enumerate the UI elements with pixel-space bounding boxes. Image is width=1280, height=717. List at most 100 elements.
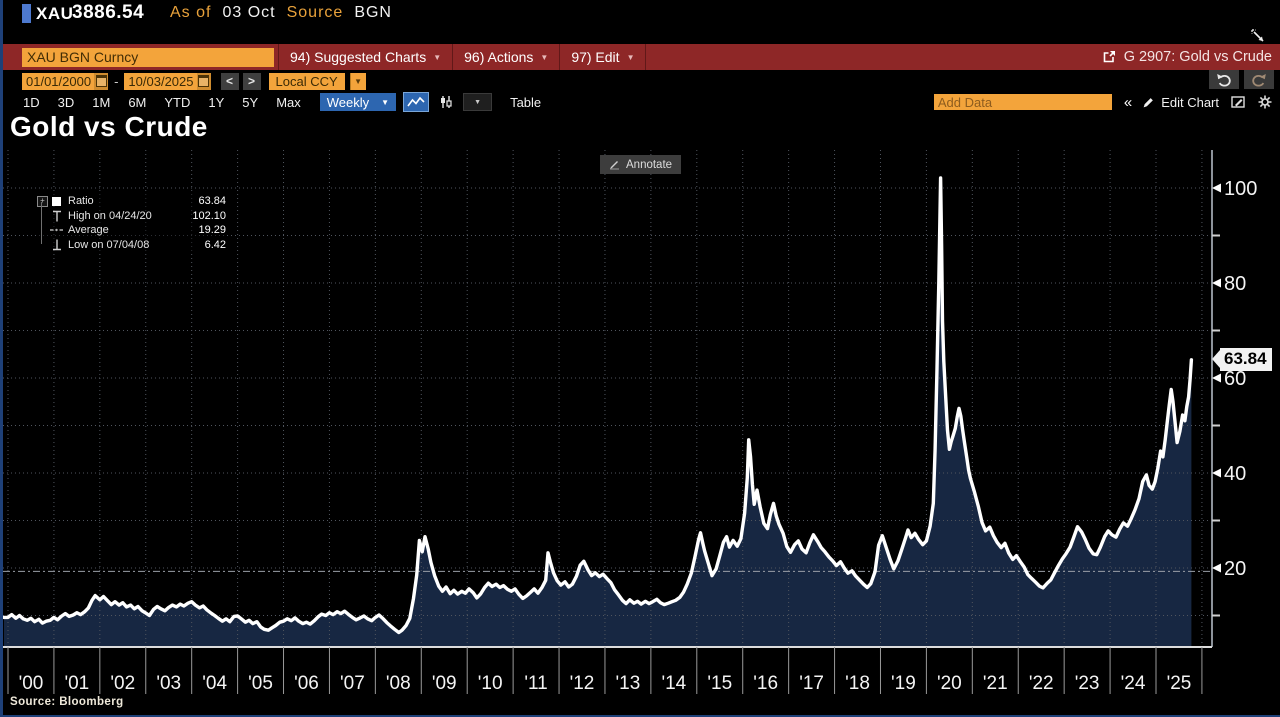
command-bar: 94) Suggested Charts▼96) Actions▼97) Edi… [0, 44, 1280, 70]
svg-text:'08: '08 [386, 673, 411, 694]
chart-title: Gold vs Crude [10, 111, 208, 142]
source-value: BGN [354, 4, 392, 21]
end-date-calendar-button[interactable] [196, 72, 211, 90]
svg-text:20: 20 [1224, 558, 1246, 580]
svg-text:'11: '11 [524, 673, 547, 694]
command-menus: 94) Suggested Charts ▼ 96) Actions ▼ 97) Edi… [278, 44, 647, 70]
menu-label: 97) Edit [571, 49, 620, 65]
annotate-button[interactable]: Annotate [600, 155, 682, 174]
redo-icon [1252, 73, 1266, 87]
chevron-down-icon: ▼ [626, 52, 635, 62]
period-back-button[interactable]: < [220, 72, 239, 90]
start-date-calendar-button[interactable] [94, 72, 109, 90]
legend-rows: Ratio 63.84 High on 04/24/20 102.10 Average 1… [50, 194, 226, 252]
as-of-line: As of 03 Oct Source BGN [170, 4, 392, 22]
menu-actions[interactable]: 96) Actions ▼ [452, 44, 559, 70]
start-date-field[interactable]: 01/01/2000 [22, 72, 109, 90]
undo-button[interactable] [1209, 70, 1239, 89]
svg-text:'02: '02 [110, 673, 135, 694]
redo-button[interactable] [1244, 70, 1274, 89]
svg-text:'03: '03 [156, 673, 181, 694]
range-button-ytd[interactable]: YTD [164, 94, 191, 110]
legend-item-average[interactable]: Average 19.29 [50, 223, 226, 238]
range-button-1m[interactable]: 1M [92, 94, 111, 110]
menu-label: 96) Actions [464, 49, 534, 65]
candle-chart-type-button[interactable] [436, 93, 456, 111]
series-line [2, 176, 1194, 635]
legend-item-low[interactable]: Low on 07/04/08 6.42 [50, 238, 226, 253]
range-buttons: 1D 3D 1M 6M YTD 1Y 5Y Max [14, 95, 310, 110]
edit-chart-button[interactable]: Edit Chart [1142, 95, 1219, 110]
ticker-input[interactable] [22, 47, 274, 67]
svg-text:'20: '20 [937, 673, 962, 694]
toolbar-right-group: « Edit Chart [933, 93, 1272, 111]
svg-text:'17: '17 [799, 673, 824, 694]
legend-value: 63.84 [198, 195, 226, 208]
svg-text:100: 100 [1224, 178, 1257, 200]
chart-id-title: G 2907: Gold vs Crude [1102, 49, 1272, 65]
svg-text:80: 80 [1224, 273, 1246, 295]
line-chart-type-button[interactable] [403, 92, 430, 112]
svg-text:'15: '15 [707, 673, 732, 694]
periodicity-value: Weekly [326, 94, 370, 110]
svg-text:'04: '04 [202, 673, 227, 694]
security-price: 3886.54 [72, 2, 145, 23]
legend-value: 102.10 [192, 209, 226, 222]
collapse-panel-button[interactable]: « [1123, 93, 1133, 111]
periodicity-select[interactable]: Weekly ▼ [319, 93, 397, 111]
range-button-6m[interactable]: 6M [128, 94, 147, 110]
range-button-1d[interactable]: 1D [23, 94, 40, 110]
legend-label: Ratio [68, 195, 94, 208]
legend-expander-icon[interactable]: + [37, 196, 48, 207]
add-data-input[interactable] [933, 94, 1112, 110]
menu-suggested-charts[interactable]: 94) Suggested Charts ▼ [278, 44, 452, 70]
edit-panel-button[interactable] [1231, 95, 1246, 109]
svg-text:40: 40 [1224, 463, 1246, 485]
annotate-label: Annotate [626, 158, 673, 171]
period-forward-button[interactable]: > [242, 72, 261, 90]
menu-label: 94) Suggested Charts [290, 49, 427, 65]
menu-edit[interactable]: 97) Edit ▼ [559, 44, 647, 70]
range-button-3d[interactable]: 3D [57, 94, 75, 110]
date-range-bar: 01/01/2000 - 10/03/2025 < > Local CCY ▼ [0, 70, 1280, 92]
gridlines [3, 150, 1212, 647]
svg-text:'06: '06 [294, 673, 319, 694]
price-chart-plot[interactable]: 20 40 60 80 100 '00 '01 '02 '03 '04 '05 '06 '07 '08 '0… [0, 150, 1280, 717]
currency-select[interactable]: Local CCY [268, 72, 345, 90]
svg-text:'23: '23 [1075, 673, 1100, 694]
chevron-down-icon: ▼ [381, 97, 390, 107]
svg-text:'14: '14 [661, 673, 686, 694]
chevron-down-icon: ▼ [540, 52, 549, 62]
range-button-1y[interactable]: 1Y [208, 94, 225, 110]
end-date-field[interactable]: 10/03/2025 [124, 72, 211, 90]
range-button-5y[interactable]: 5Y [242, 94, 259, 110]
legend-high-marker-icon [50, 210, 63, 222]
window-bottom-border [0, 715, 1280, 717]
svg-text:'22: '22 [1029, 673, 1054, 694]
legend-label: Average [68, 224, 109, 237]
legend-rail [41, 202, 42, 244]
end-date-value: 10/03/2025 [128, 73, 194, 89]
svg-text:60: 60 [1224, 368, 1246, 390]
pencil-icon [1143, 97, 1154, 107]
top-status-bar: XAU 3886.54 As of 03 Oct Source BGN [0, 0, 1280, 28]
axis-labels: 20 40 60 80 100 '00 '01 '02 '03 '04 '05 '06 '07 '08 '0… [19, 178, 1258, 694]
settings-button[interactable] [1258, 95, 1272, 109]
currency-dropdown-button[interactable]: ▼ [349, 72, 366, 90]
legend-value: 6.42 [204, 238, 226, 251]
svg-text:'18: '18 [845, 673, 870, 694]
start-date-value: 01/01/2000 [26, 73, 92, 89]
svg-text:'12: '12 [570, 673, 595, 694]
as-of-date: 03 Oct [222, 4, 276, 21]
calendar-icon [95, 75, 107, 87]
chart-type-dropdown-button[interactable]: ▼ [463, 93, 493, 111]
legend-item-swatch[interactable]: Ratio 63.84 [50, 194, 226, 209]
legend-swatch-marker-icon [50, 196, 63, 206]
legend-item-high[interactable]: High on 04/24/20 102.10 [50, 209, 226, 224]
annotate-pencil-icon [610, 161, 619, 170]
table-button[interactable]: Table [510, 94, 542, 110]
svg-text:'24: '24 [1121, 673, 1146, 694]
chart-legend: + Ratio 63.84 High on 04/24/20 102.10 Averag… [37, 194, 226, 252]
range-button-max[interactable]: Max [276, 94, 301, 110]
source-label: Source [286, 4, 344, 21]
